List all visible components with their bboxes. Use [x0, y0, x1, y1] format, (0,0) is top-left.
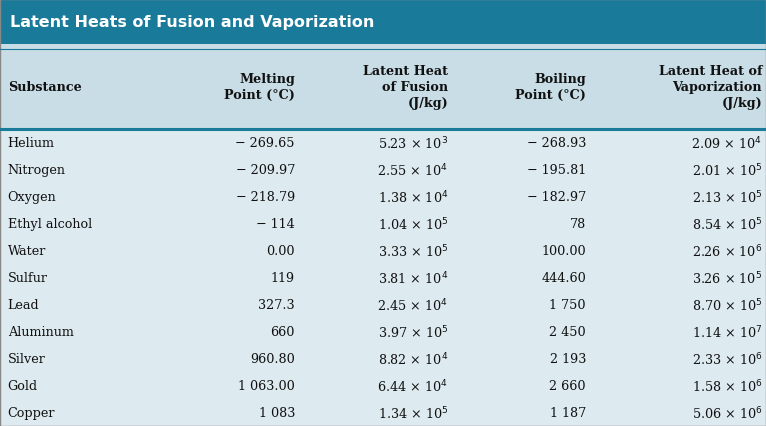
Text: Lead: Lead — [8, 298, 39, 311]
Text: 1.14 × 10$^{7}$: 1.14 × 10$^{7}$ — [692, 323, 762, 340]
Text: 6.44 × 10$^{4}$: 6.44 × 10$^{4}$ — [378, 377, 448, 394]
Text: 3.26 × 10$^{5}$: 3.26 × 10$^{5}$ — [692, 270, 762, 286]
Text: 8.70 × 10$^{5}$: 8.70 × 10$^{5}$ — [692, 296, 762, 313]
Text: 119: 119 — [271, 271, 295, 285]
Text: 2 450: 2 450 — [549, 325, 586, 338]
Text: 1 750: 1 750 — [549, 298, 586, 311]
Text: − 268.93: − 268.93 — [526, 137, 586, 150]
Text: Aluminum: Aluminum — [8, 325, 74, 338]
Text: 2 193: 2 193 — [550, 352, 586, 365]
Text: Latent Heat
of Fusion
(J/kg): Latent Heat of Fusion (J/kg) — [363, 65, 448, 110]
Bar — [0, 45, 766, 130]
Text: 78: 78 — [570, 218, 586, 230]
Text: 5.23 × 10$^{3}$: 5.23 × 10$^{3}$ — [378, 135, 448, 152]
Text: 660: 660 — [270, 325, 295, 338]
Text: 1.04 × 10$^{5}$: 1.04 × 10$^{5}$ — [378, 216, 448, 233]
Text: 8.54 × 10$^{5}$: 8.54 × 10$^{5}$ — [692, 216, 762, 233]
Text: Latent Heat of
Vaporization
(J/kg): Latent Heat of Vaporization (J/kg) — [659, 65, 762, 110]
Bar — [0, 0, 766, 45]
Text: Silver: Silver — [8, 352, 45, 365]
Text: 1.38 × 10$^{4}$: 1.38 × 10$^{4}$ — [378, 189, 448, 205]
Text: Nitrogen: Nitrogen — [8, 164, 66, 177]
Text: 1 063.00: 1 063.00 — [238, 379, 295, 392]
Text: 1 187: 1 187 — [550, 406, 586, 419]
Text: 2.45 × 10$^{4}$: 2.45 × 10$^{4}$ — [378, 296, 448, 313]
Text: Boiling
Point (°C): Boiling Point (°C) — [515, 73, 586, 102]
Text: − 209.97: − 209.97 — [235, 164, 295, 177]
Text: − 218.79: − 218.79 — [236, 191, 295, 204]
Text: 2.13 × 10$^{5}$: 2.13 × 10$^{5}$ — [692, 189, 762, 205]
Text: Ethyl alcohol: Ethyl alcohol — [8, 218, 92, 230]
Text: 3.81 × 10$^{4}$: 3.81 × 10$^{4}$ — [378, 270, 448, 286]
Text: Oxygen: Oxygen — [8, 191, 57, 204]
Text: 2.55 × 10$^{4}$: 2.55 × 10$^{4}$ — [378, 162, 448, 178]
Text: Helium: Helium — [8, 137, 54, 150]
Text: 0.00: 0.00 — [267, 245, 295, 258]
Text: 100.00: 100.00 — [542, 245, 586, 258]
Text: Substance: Substance — [8, 81, 81, 94]
Text: − 182.97: − 182.97 — [527, 191, 586, 204]
Text: 1.58 × 10$^{6}$: 1.58 × 10$^{6}$ — [692, 377, 762, 394]
Text: 2 660: 2 660 — [549, 379, 586, 392]
Text: Latent Heats of Fusion and Vaporization: Latent Heats of Fusion and Vaporization — [10, 15, 375, 30]
Text: − 195.81: − 195.81 — [527, 164, 586, 177]
Text: 1.34 × 10$^{5}$: 1.34 × 10$^{5}$ — [378, 404, 448, 421]
Text: 960.80: 960.80 — [250, 352, 295, 365]
Text: 444.60: 444.60 — [542, 271, 586, 285]
Text: Sulfur: Sulfur — [8, 271, 47, 285]
Text: 1 083: 1 083 — [259, 406, 295, 419]
Text: 8.82 × 10$^{4}$: 8.82 × 10$^{4}$ — [378, 351, 448, 367]
Text: − 114: − 114 — [256, 218, 295, 230]
Text: − 269.65: − 269.65 — [235, 137, 295, 150]
Text: Melting
Point (°C): Melting Point (°C) — [224, 73, 295, 102]
Text: Water: Water — [8, 245, 46, 258]
Text: 3.97 × 10$^{5}$: 3.97 × 10$^{5}$ — [378, 323, 448, 340]
Text: Copper: Copper — [8, 406, 55, 419]
Text: 2.01 × 10$^{5}$: 2.01 × 10$^{5}$ — [692, 162, 762, 178]
Text: Gold: Gold — [8, 379, 38, 392]
Text: 3.33 × 10$^{5}$: 3.33 × 10$^{5}$ — [378, 243, 448, 259]
Text: 2.26 × 10$^{6}$: 2.26 × 10$^{6}$ — [692, 243, 762, 259]
Text: 2.33 × 10$^{6}$: 2.33 × 10$^{6}$ — [692, 351, 762, 367]
Text: 5.06 × 10$^{6}$: 5.06 × 10$^{6}$ — [692, 404, 762, 421]
Text: 327.3: 327.3 — [258, 298, 295, 311]
Text: 2.09 × 10$^{4}$: 2.09 × 10$^{4}$ — [692, 135, 762, 152]
